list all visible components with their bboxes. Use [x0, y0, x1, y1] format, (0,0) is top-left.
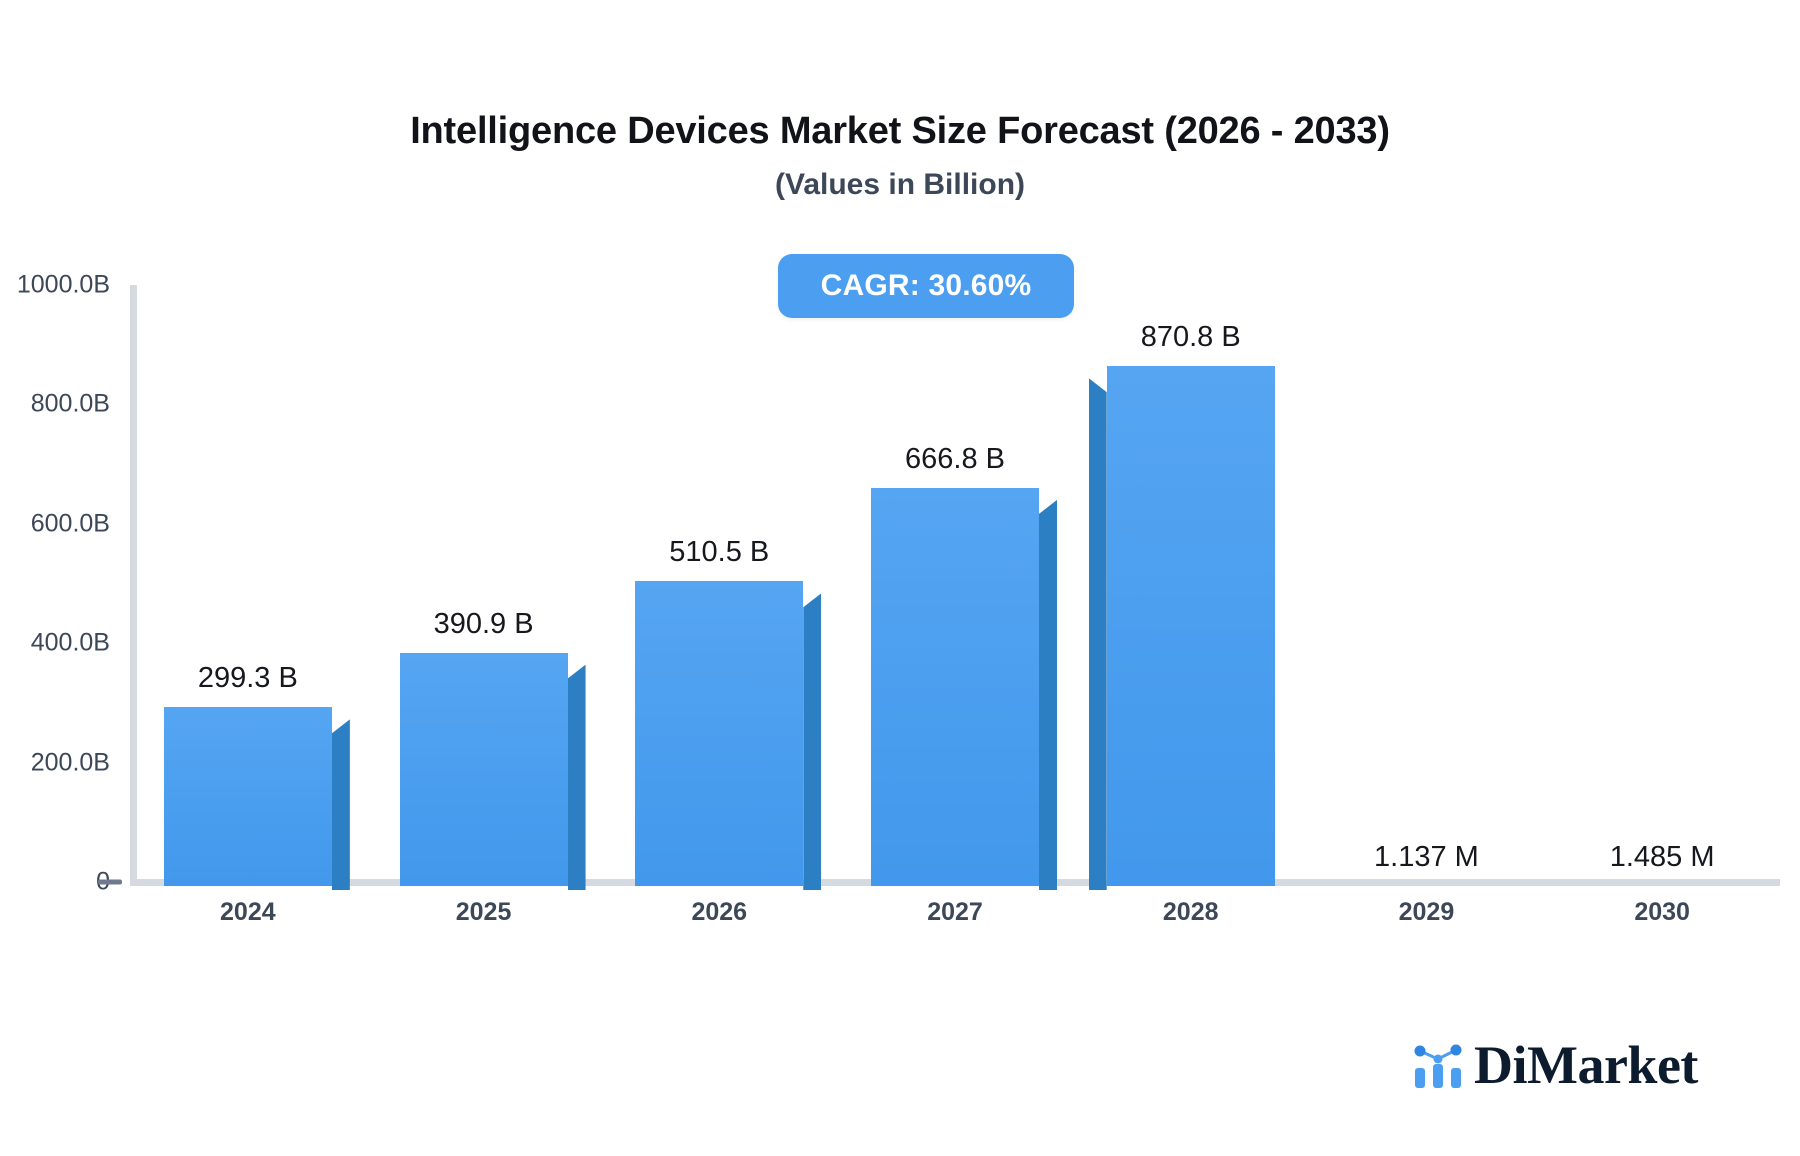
bar-chart-trend-icon	[1414, 1044, 1462, 1088]
y-tick-label: 400.0B	[30, 628, 110, 657]
x-tick-label: 2025	[455, 898, 512, 926]
page-title: Intelligence Devices Market Size Forecas…	[410, 110, 1390, 152]
bar-value-label: 666.8 B	[905, 442, 1005, 475]
bar-value-label: 870.8 B	[1140, 321, 1241, 354]
y-tick-label: 600.0B	[30, 509, 110, 538]
bar-side-face	[331, 719, 350, 890]
bar-side-face	[1039, 499, 1057, 890]
chart-subtitle: (Values in Billion)	[774, 168, 1026, 201]
x-tick-label: 2030	[1634, 898, 1690, 926]
bar-face	[163, 707, 332, 886]
bar-value-label: 510.5 B	[669, 536, 770, 569]
bar-face	[1106, 366, 1275, 886]
x-tick-label: 2027	[927, 898, 983, 926]
bar-face	[635, 581, 804, 886]
bar-2027[interactable]: 666.8 B	[871, 443, 1057, 890]
brand-logo-text: DiMarket	[1474, 1035, 1698, 1095]
bar-2024[interactable]: 299.3 B	[163, 662, 350, 890]
bar-2026[interactable]: 510.5 B	[635, 536, 822, 890]
x-tick-label: 2029	[1398, 898, 1455, 926]
y-axis-line	[130, 285, 137, 885]
bar-value-label: 390.9 B	[433, 607, 534, 640]
cagr-badge: CAGR: 30.60%	[778, 254, 1074, 318]
brand-logo: DiMarket	[1412, 1038, 1698, 1092]
y-tick-label: 800.0B	[30, 389, 110, 418]
bar-value-label: 299.3 B	[197, 662, 298, 695]
bar-2025[interactable]: 390.9 B	[399, 608, 586, 890]
bar-side-face	[1088, 378, 1107, 890]
x-tick-label: 2026	[691, 898, 748, 926]
bar-face	[871, 487, 1039, 886]
bar-2028[interactable]: 870.8 B	[1088, 321, 1275, 890]
cagr-badge-label: CAGR: 30.60%	[820, 269, 1032, 302]
y-tick-label: 200.0B	[30, 748, 110, 777]
bar-value-label: 1.485 M	[1609, 841, 1715, 873]
y-tick-mark	[98, 879, 122, 885]
x-tick-label: 2028	[1162, 898, 1219, 926]
bar-side-face	[803, 593, 822, 890]
bar-side-face	[567, 664, 586, 890]
bar-value-label: 1.137 M	[1374, 841, 1479, 873]
plot-area: 299.3 B 390.9 B 510.5 B 666.8 B 870.8 B 1.137…	[130, 282, 1780, 890]
bar-face	[399, 652, 568, 886]
y-tick-label: 1000.0B	[16, 270, 110, 299]
x-tick-label: 2024	[220, 898, 276, 926]
